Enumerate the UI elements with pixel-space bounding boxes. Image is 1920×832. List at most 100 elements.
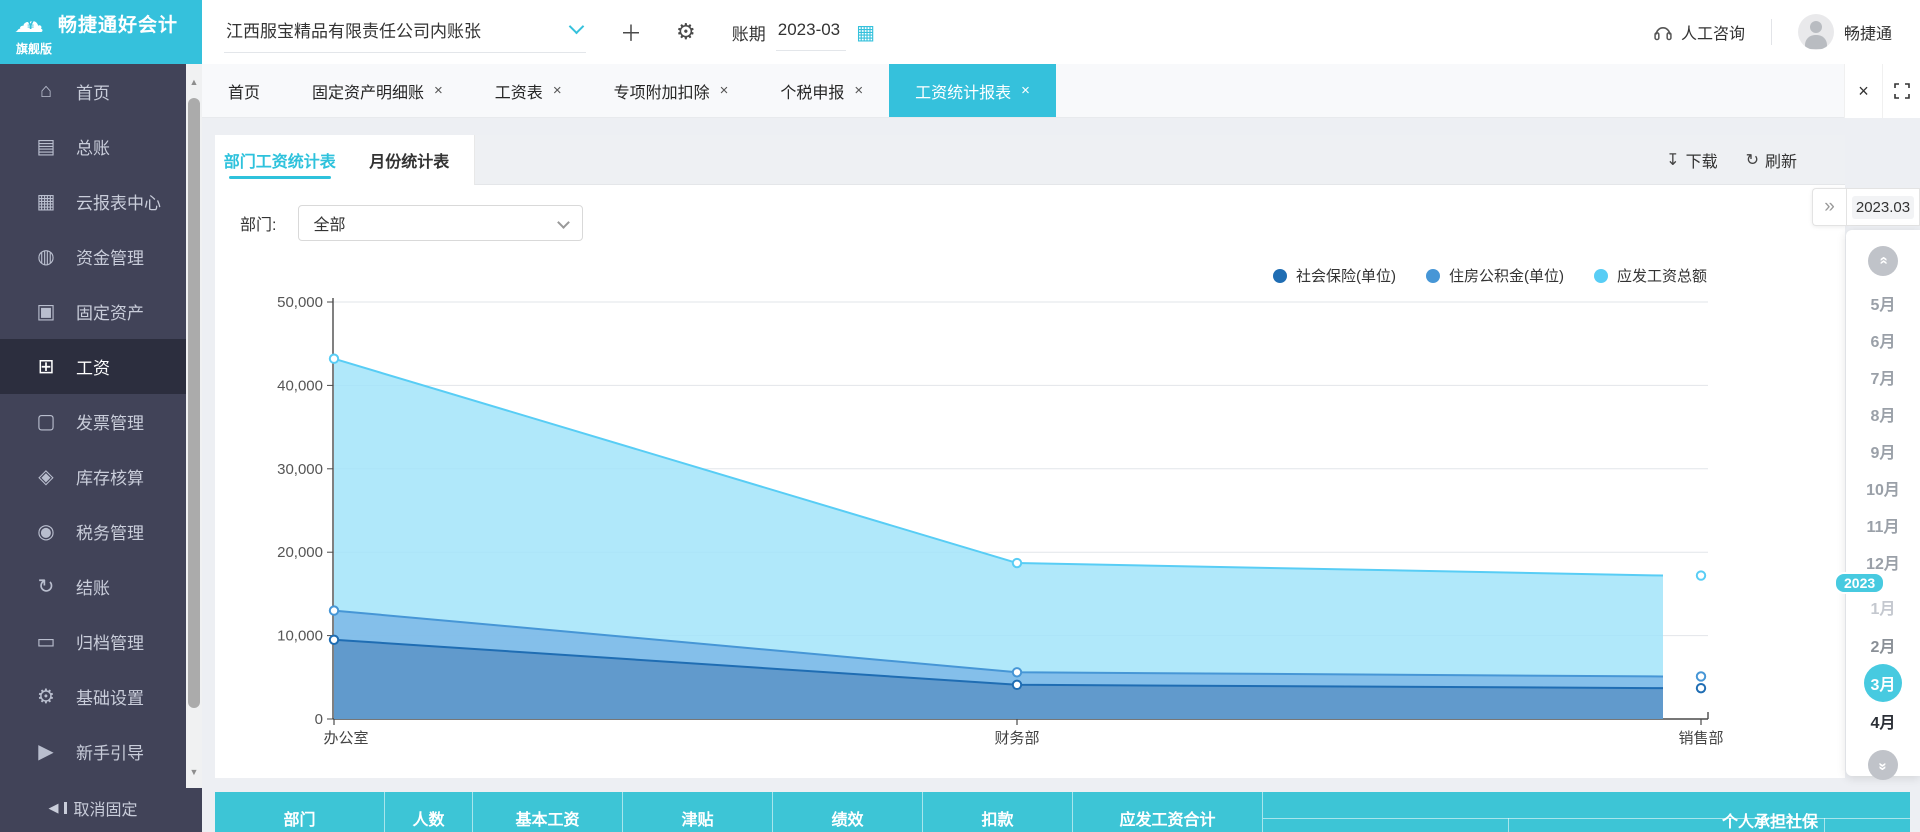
legend-label: 住房公积金(单位): [1448, 268, 1564, 285]
video-guide-icon: ▶: [38, 741, 54, 763]
table-column-header: 部门: [215, 792, 385, 832]
building-icon: ▣: [36, 301, 56, 323]
scrollbar-thumb[interactable]: [188, 98, 200, 708]
subtab-strip: 部门工资统计表 月份统计表 ↧ 下载 ↻ 刷新: [215, 135, 1845, 185]
gear-icon: ⚙: [37, 686, 55, 708]
month-item[interactable]: 11月: [1866, 518, 1900, 536]
sidebar-item-label: 总账: [76, 139, 110, 158]
tab-label: 工资表: [494, 84, 543, 102]
add-account-button[interactable]: ＋: [620, 21, 643, 46]
close-icon[interactable]: ×: [434, 82, 443, 99]
header-main: 江西服宝精品有限责任公司内账张 ＋ ⚙ 账期 2023-03 ▦ 人工咨询: [202, 0, 1920, 64]
tab-label: 首页: [228, 84, 261, 102]
month-item[interactable]: 9月: [1870, 444, 1896, 462]
month-item[interactable]: 2月: [1870, 639, 1896, 656]
sidebar-item-settings[interactable]: ⚙ 基础设置: [0, 669, 202, 724]
tab-salary-sheet[interactable]: 工资表 ×: [469, 64, 588, 117]
divider: [1824, 818, 1825, 832]
tab-label: 固定资产明细账: [312, 84, 425, 102]
sidebar-item-label: 税务管理: [76, 524, 144, 543]
sidebar-item-funds[interactable]: ◍ 资金管理: [0, 229, 202, 284]
unpin-label: 取消固定: [73, 802, 138, 819]
month-item[interactable]: 8月: [1870, 407, 1896, 425]
chevrons-up-icon: »: [1874, 257, 1892, 265]
sidebar-item-label: 发票管理: [76, 414, 144, 433]
sidebar-item-cloud-report[interactable]: ▦ 云报表中心: [0, 174, 202, 229]
download-button[interactable]: ↧ 下载: [1666, 152, 1718, 171]
money-bag-icon: ◍: [37, 246, 55, 268]
month-item[interactable]: 7月: [1870, 370, 1896, 388]
month-item[interactable]: 12月: [1866, 555, 1900, 573]
fullscreen-button[interactable]: [1882, 64, 1920, 118]
unpin-sidebar-button[interactable]: ◀ 取消固定: [0, 790, 186, 826]
avatar[interactable]: [1797, 14, 1834, 50]
sidebar-item-ledger[interactable]: ▤ 总账: [0, 119, 202, 174]
close-icon[interactable]: ×: [552, 82, 562, 99]
close-all-tabs-button[interactable]: ×: [1844, 64, 1882, 118]
months-scroll-down-button[interactable]: »: [1868, 750, 1898, 780]
sidebar-item-salary[interactable]: ⊞ 工资: [0, 339, 202, 394]
invoice-icon: ▢: [36, 411, 56, 433]
close-icon[interactable]: ×: [719, 82, 729, 99]
user-name[interactable]: 畅捷通: [1843, 26, 1892, 43]
subtab-dept[interactable]: 部门工资统计表: [215, 135, 345, 185]
data-point-marker: [328, 634, 340, 645]
year-badge: 2023: [1834, 572, 1886, 594]
refresh-icon: ↻: [1745, 152, 1759, 169]
sidebar-item-inventory[interactable]: ◈ 库存核算: [0, 449, 202, 504]
month-item[interactable]: 5月: [1870, 296, 1896, 314]
calendar-icon[interactable]: ▦: [856, 21, 876, 44]
sidebar-item-home[interactable]: ⌂ 首页: [0, 64, 202, 119]
sidebar-item-guide[interactable]: ▶ 新手引导: [0, 724, 202, 779]
month-item[interactable]: 3月: [1864, 664, 1902, 702]
sidebar-item-fixed-assets[interactable]: ▣ 固定资产: [0, 284, 202, 339]
legend-item[interactable]: 社会保险(单位): [1272, 265, 1396, 286]
department-select[interactable]: 全部: [298, 205, 584, 241]
headset-icon: [1654, 27, 1672, 41]
close-icon[interactable]: ×: [854, 82, 864, 99]
tax-icon: ◉: [37, 521, 55, 543]
subtabs: 部门工资统计表 月份统计表: [215, 135, 475, 185]
scroll-up-icon[interactable]: ▲: [189, 77, 199, 87]
months-bottom-list: 1月 2月 3月 4月: [1864, 588, 1902, 740]
legend-item[interactable]: 住房公积金(单位): [1425, 265, 1564, 286]
table-group-label: 个人承担社保: [1721, 814, 1818, 831]
tab-home[interactable]: 首页: [202, 64, 286, 117]
sidebar-item-tax[interactable]: ◉ 税务管理: [0, 504, 202, 559]
months-scroll-up-button[interactable]: »: [1868, 246, 1898, 276]
tab-fixed-asset-log[interactable]: 固定资产明细账 ×: [286, 64, 469, 117]
tab-label: 工资统计报表: [915, 84, 1012, 102]
sidebar-item-closing[interactable]: ↻ 结账: [0, 559, 202, 614]
subtab-month[interactable]: 月份统计表: [369, 154, 450, 171]
legend-item[interactable]: 应发工资总额: [1593, 265, 1707, 286]
y-axis-tick-label: 20,000: [277, 544, 323, 561]
collapse-period-panel-button[interactable]: »: [1812, 188, 1846, 226]
month-item[interactable]: 10月: [1866, 481, 1900, 499]
salary-area-chart: 0 10,000 20,000 30,000 40,000 50,000 办公室 财务部 销售部…: [215, 185, 1845, 778]
close-icon[interactable]: ×: [1021, 82, 1030, 99]
tab-label: 专项附加扣除: [613, 84, 710, 102]
tab-salary-report[interactable]: 工资统计报表 ×: [889, 64, 1056, 117]
table-column-label: 应发工资合计: [1119, 812, 1216, 829]
current-period-display[interactable]: 2023.03: [1846, 188, 1920, 226]
month-item[interactable]: 6月: [1870, 333, 1896, 351]
refresh-button[interactable]: ↻ 刷新: [1745, 152, 1797, 171]
sidebar-item-invoice[interactable]: ▢ 发票管理: [0, 394, 202, 449]
y-axis-tick-label: 50,000: [277, 294, 323, 311]
filter-row: 部门: 全部: [240, 205, 584, 241]
support-button[interactable]: 人工咨询: [1653, 20, 1745, 44]
gear-icon[interactable]: ⚙: [676, 19, 696, 44]
period-value[interactable]: 2023-03: [775, 14, 847, 51]
sidebar-item-label: 固定资产: [76, 304, 144, 323]
month-item[interactable]: 4月: [1870, 715, 1896, 732]
sidebar-item-archive[interactable]: ▭ 归档管理: [0, 614, 202, 669]
company-selector[interactable]: 江西服宝精品有限责任公司内账张: [224, 11, 586, 53]
tab-special-deduct[interactable]: 专项附加扣除 ×: [588, 64, 755, 117]
salary-summary-table-header: 部门 人数 基本工资 津贴 绩效 扣款 应发工资合计 个人承担社保: [215, 792, 1910, 832]
legend-dot-icon: [1425, 268, 1440, 283]
month-item[interactable]: 1月: [1870, 601, 1896, 618]
scroll-down-icon[interactable]: ▼: [189, 767, 199, 777]
y-axis-tick-label: 10,000: [277, 628, 323, 645]
legend-label: 应发工资总额: [1616, 268, 1707, 285]
tab-tax-filing[interactable]: 个税申报 ×: [754, 64, 889, 117]
